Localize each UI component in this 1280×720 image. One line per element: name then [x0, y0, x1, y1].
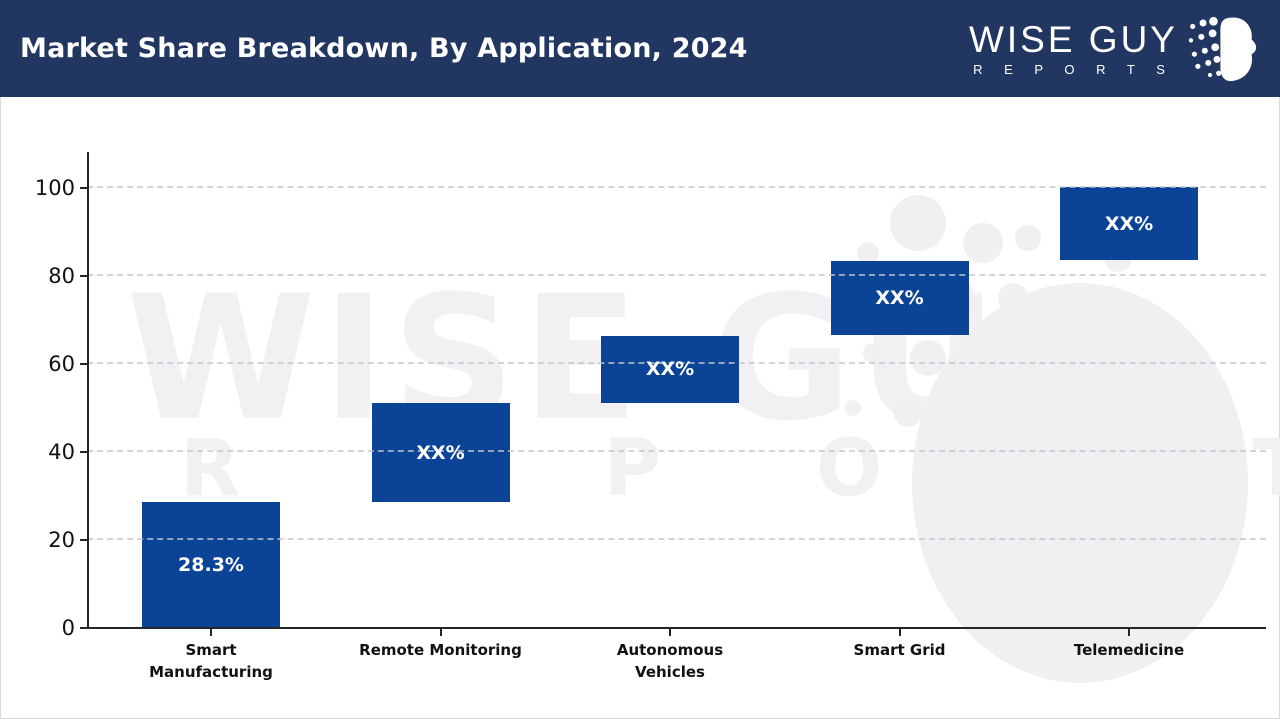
logo-subtitle: R E P O R T S [973, 61, 1174, 77]
y-tick-mark-40 [80, 451, 87, 453]
bar-smart-manufacturing [142, 502, 280, 627]
gridline-20 [87, 538, 1266, 540]
x-tick-label-autonomous-vehicles: Autonomous Vehicles [616, 641, 724, 681]
x-tick-label-smart-grid: Smart Grid [853, 641, 946, 659]
x-tick-label-smart-manufacturing: Smart Manufacturing [149, 641, 273, 681]
y-tick-mark-80 [80, 275, 87, 277]
y-tick-mark-0 [80, 627, 87, 629]
y-tick-mark-60 [80, 363, 87, 365]
chart-title: Market Share Breakdown, By Application, … [20, 33, 748, 64]
logo-text: WISE GUY R E P O R T S [968, 19, 1178, 77]
bar-remote-monitoring [371, 402, 510, 503]
y-axis-line [87, 152, 89, 629]
logo-title: WISE GUY [968, 19, 1178, 61]
gridline-40 [87, 450, 1266, 452]
bar-value-label-autonomous-vehicles: XX% [645, 358, 695, 381]
y-tick-label-100: 100 [34, 176, 75, 200]
gridline-100 [87, 186, 1266, 188]
y-tick-label-20: 20 [48, 528, 75, 552]
x-tick-mark-smart-grid [898, 629, 901, 636]
x-tick-mark-telemedicine [1128, 629, 1130, 636]
bar-telemedicine [1060, 187, 1198, 261]
x-tick-mark-autonomous-vehicles [669, 629, 671, 636]
x-tick-label-remote-monitoring: Remote Monitoring [359, 641, 522, 659]
bar-autonomous-vehicles [601, 336, 739, 403]
bar-value-label-smart-manufacturing: 28.3% [178, 553, 244, 576]
x-axis-line [87, 627, 1266, 629]
gridline-80 [87, 274, 1266, 276]
x-tick-label-telemedicine: Telemedicine [1073, 641, 1185, 659]
y-tick-label-40: 40 [48, 440, 75, 464]
bar-smart-grid [830, 260, 969, 335]
bar-value-label-remote-monitoring: XX% [416, 441, 465, 464]
bar-value-label-telemedicine: XX% [1104, 212, 1154, 235]
header-bar: Market Share Breakdown, By Application, … [0, 0, 1280, 97]
y-tick-label-0: 0 [61, 616, 75, 640]
gridline-60 [87, 362, 1266, 364]
y-tick-mark-100 [80, 187, 87, 189]
y-tick-label-60: 60 [48, 352, 75, 376]
bar-value-label-smart-grid: XX% [875, 286, 924, 309]
logo-head-icon [1188, 16, 1257, 82]
x-tick-mark-smart-manufacturing [210, 629, 212, 636]
y-tick-label-80: 80 [48, 264, 75, 288]
y-tick-mark-20 [80, 539, 87, 541]
wise-guy-logo: WISE GUY R E P O R T S [969, 8, 1262, 90]
x-tick-mark-remote-monitoring [439, 629, 442, 636]
